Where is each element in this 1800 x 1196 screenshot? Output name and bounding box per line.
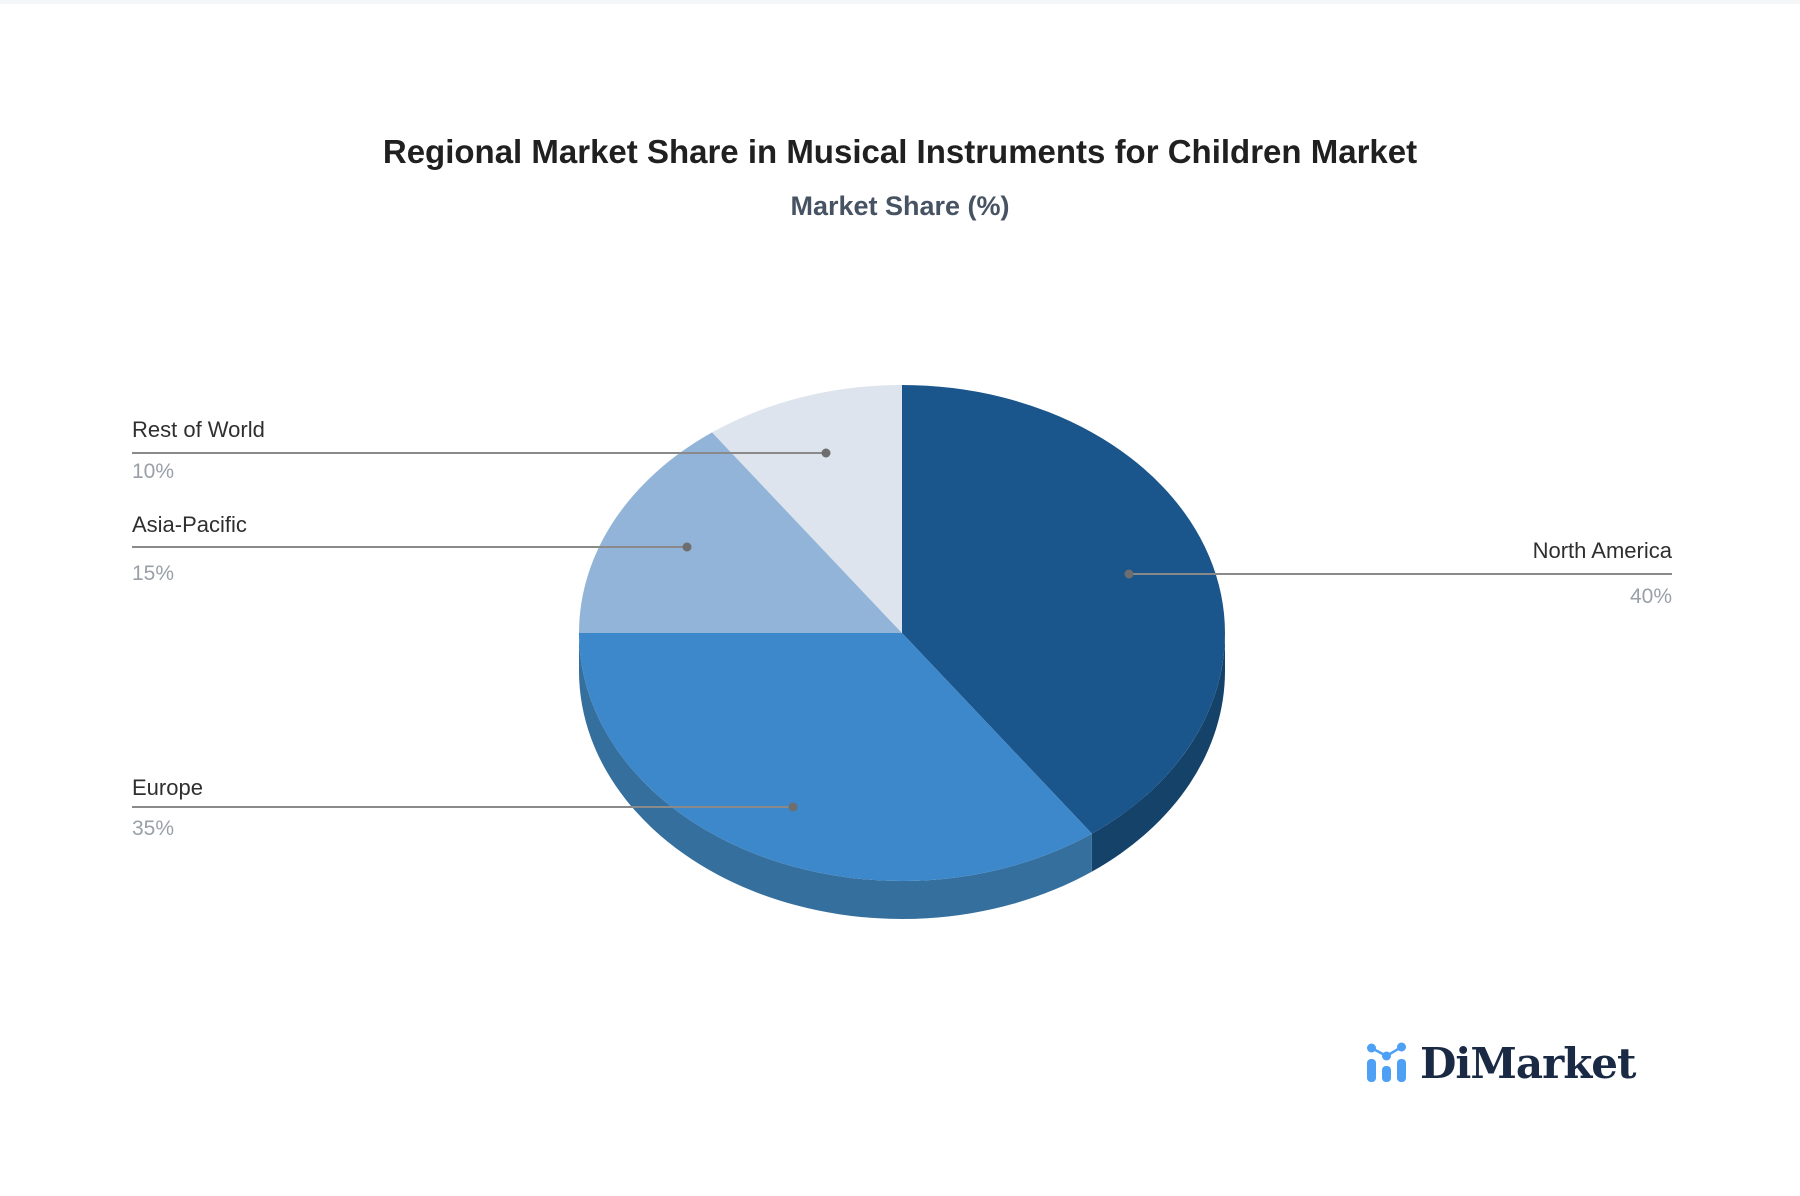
callout-label-north-america: North America <box>1532 538 1672 563</box>
leader-dot-rest-of-world <box>821 448 831 458</box>
pie-slice-side-north-america[interactable] <box>1091 633 1225 872</box>
pie-slice-europe[interactable] <box>579 633 1092 881</box>
dimarket-logo-text: DiMarket <box>1420 1039 1636 1088</box>
callout-label-asia-pacific: Asia-Pacific <box>132 512 247 537</box>
callout-pct-rest-of-world: 10% <box>132 460 175 483</box>
dimarket-logo: DiMarket <box>1362 1038 1636 1090</box>
pie-slice-rest-of-world[interactable] <box>712 385 902 633</box>
pie-slice-asia-pacific[interactable] <box>579 432 902 633</box>
bar-chart-icon <box>1367 1042 1406 1082</box>
leader-dot-europe <box>788 802 798 812</box>
page-subtitle: Market Share (%) <box>790 191 1010 221</box>
leader-dot-asia-pacific <box>682 542 692 552</box>
callout-label-europe: Europe <box>132 775 203 800</box>
leader-dot-north-america <box>1124 569 1134 579</box>
pie-slice-side-europe[interactable] <box>579 633 1092 919</box>
callout-label-rest-of-world: Rest of World <box>132 417 265 442</box>
top-edge-strip <box>0 0 1800 4</box>
pie-slice-north-america[interactable] <box>902 385 1225 834</box>
callout-pct-asia-pacific: 15% <box>132 562 175 585</box>
callout-pct-europe: 35% <box>132 817 175 840</box>
callout-pct-north-america: 40% <box>1629 585 1672 608</box>
page-title: Regional Market Share in Musical Instrum… <box>382 133 1418 170</box>
